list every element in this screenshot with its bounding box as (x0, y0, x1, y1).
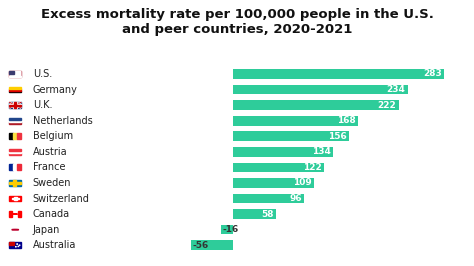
Bar (233, 163, 324, 172)
Text: 122: 122 (303, 163, 321, 172)
Bar (9, 211, 12, 217)
Bar (9, 180, 21, 186)
Bar (9, 122, 21, 124)
Bar (9, 76, 21, 77)
Text: 168: 168 (337, 116, 356, 125)
Bar (9, 242, 21, 248)
Bar (9, 227, 21, 233)
Bar (18, 164, 21, 170)
Text: -16: -16 (223, 225, 239, 234)
Bar (9, 133, 13, 139)
Bar (9, 211, 21, 217)
Bar (9, 86, 21, 89)
Bar (9, 182, 21, 184)
Text: 283: 283 (423, 69, 442, 78)
Text: Belgium: Belgium (33, 131, 73, 141)
Bar (233, 178, 314, 188)
Bar (9, 153, 21, 155)
Bar (9, 120, 21, 122)
Text: Australia: Australia (33, 240, 76, 250)
Bar (14, 197, 17, 200)
Bar (233, 69, 444, 79)
Bar (9, 71, 21, 77)
Text: Switzerland: Switzerland (33, 194, 90, 203)
Bar (9, 104, 21, 106)
Text: 222: 222 (378, 101, 396, 110)
Bar (9, 118, 21, 120)
Text: 134: 134 (312, 147, 330, 156)
Bar (11, 198, 19, 199)
Bar (9, 242, 14, 245)
Bar (233, 116, 358, 126)
Bar (9, 89, 21, 90)
Bar (9, 196, 21, 201)
Bar (9, 164, 13, 170)
Bar (13, 102, 17, 108)
Bar (233, 194, 304, 203)
Text: Germany: Germany (33, 85, 78, 94)
Text: 58: 58 (261, 210, 273, 219)
Text: 109: 109 (293, 178, 312, 188)
Bar (9, 102, 21, 108)
Text: Sweden: Sweden (33, 178, 71, 188)
Bar (13, 133, 18, 139)
Text: U.K.: U.K. (33, 100, 52, 110)
Circle shape (12, 229, 18, 230)
Bar (191, 240, 233, 250)
Text: -56: -56 (193, 241, 209, 250)
Bar (9, 151, 21, 153)
Text: U.S.: U.S. (33, 69, 52, 79)
Bar (9, 105, 21, 106)
Bar (233, 100, 399, 110)
Bar (13, 180, 16, 186)
Text: Netherlands: Netherlands (33, 116, 92, 126)
Text: 96: 96 (290, 194, 302, 203)
Bar (220, 225, 233, 235)
Text: Austria: Austria (33, 147, 67, 157)
Bar (14, 102, 17, 108)
Text: 234: 234 (386, 85, 405, 94)
Text: Japan: Japan (33, 225, 60, 235)
Bar (233, 85, 408, 94)
Bar (9, 90, 21, 93)
Text: France: France (33, 162, 65, 172)
Bar (18, 133, 21, 139)
Text: Excess mortality rate per 100,000 people in the U.S.
and peer countries, 2020-20: Excess mortality rate per 100,000 people… (41, 8, 433, 36)
Bar (9, 71, 21, 72)
Bar (233, 131, 349, 141)
Bar (233, 147, 333, 157)
Text: 156: 156 (328, 132, 347, 141)
Bar (9, 149, 21, 151)
Bar (9, 71, 14, 74)
Bar (13, 164, 18, 170)
Bar (233, 209, 276, 219)
Text: Canada: Canada (33, 209, 70, 219)
Bar (18, 211, 21, 217)
